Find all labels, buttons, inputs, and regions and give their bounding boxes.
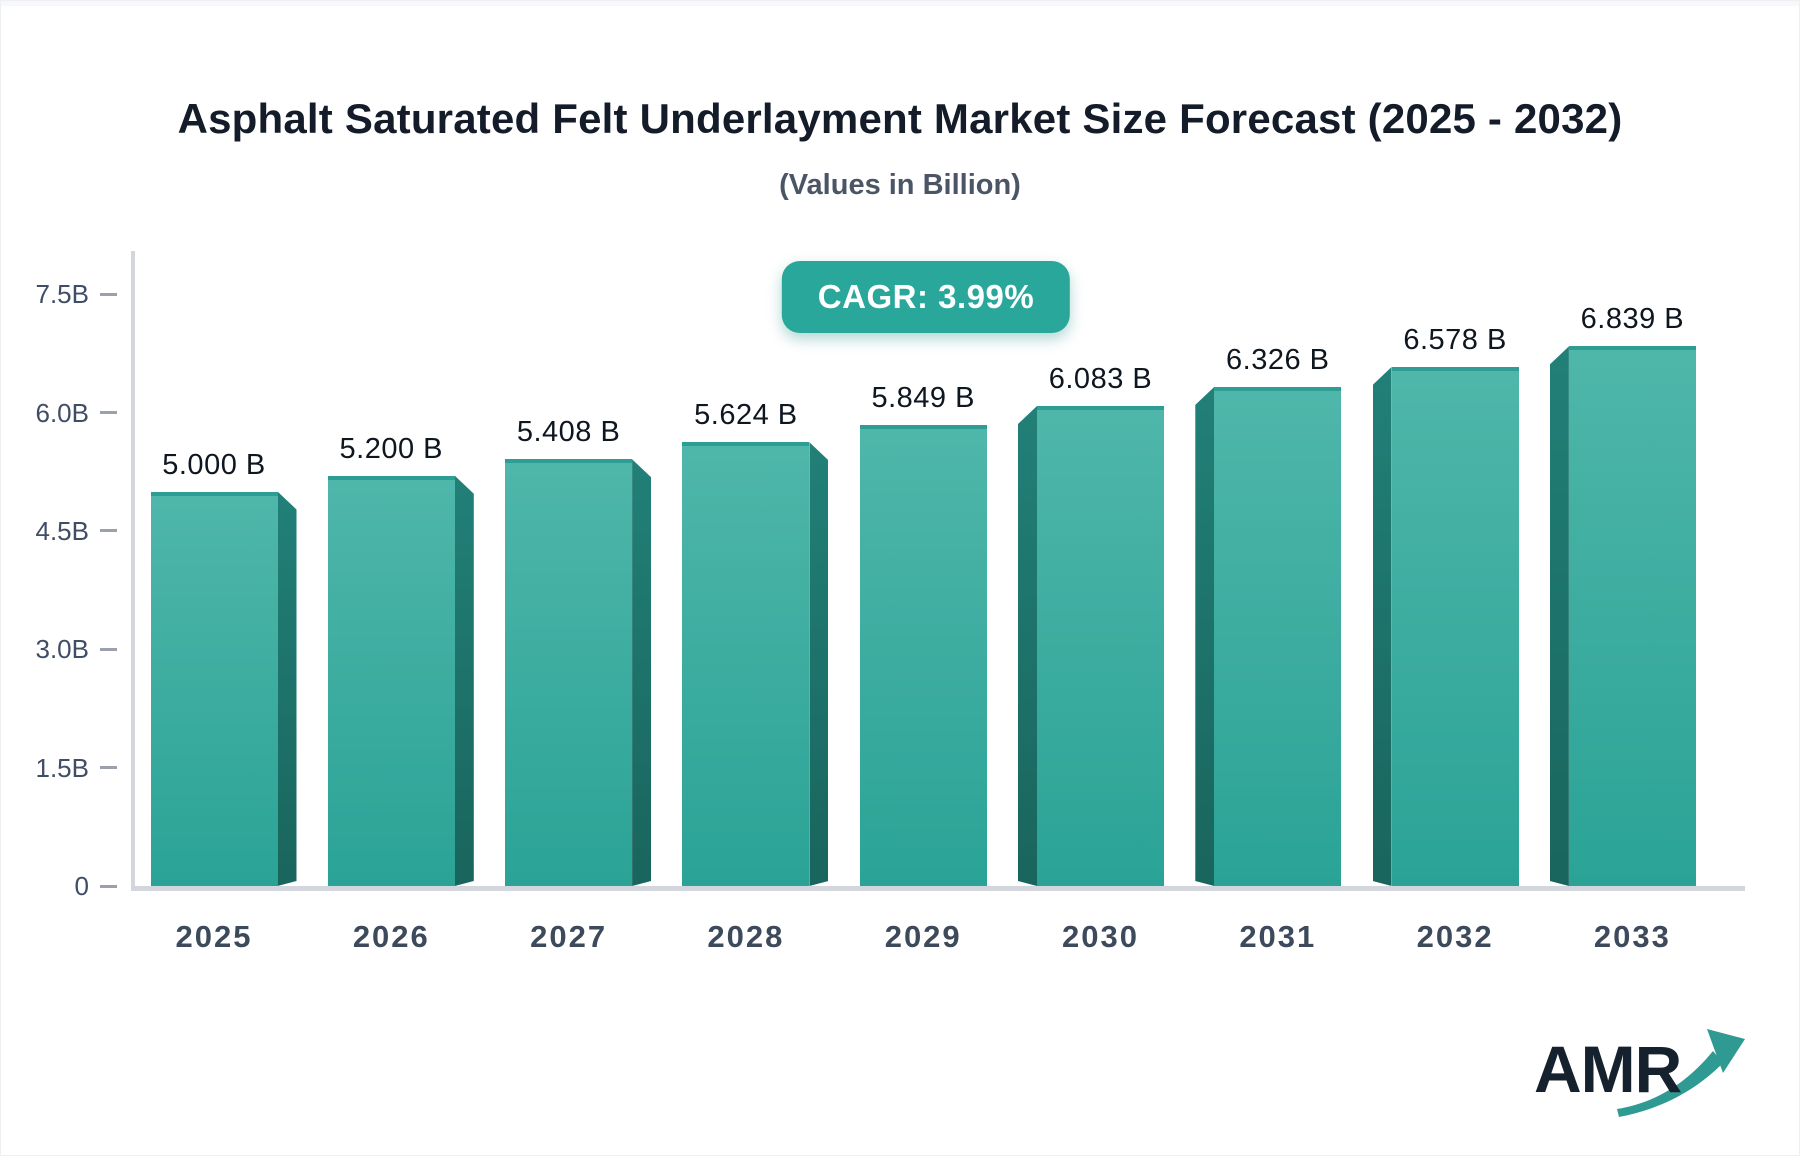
bar-side-2027	[632, 459, 651, 886]
x-label-2033: 2033	[1593, 919, 1671, 954]
value-label-2028: 5.624 B	[694, 399, 798, 432]
value-label-2031: 6.326 B	[1226, 343, 1330, 376]
value-label-2026: 5.200 B	[339, 432, 444, 465]
value-label-2029: 5.849 B	[871, 381, 975, 414]
y-tick-dash-1.5B	[100, 766, 117, 770]
y-tick-dash-0	[100, 884, 117, 888]
bar-2027[interactable]	[505, 459, 633, 886]
amr-logo: AMR	[1529, 1023, 1749, 1123]
y-tick-dash-6.0B	[100, 411, 117, 415]
bar-side-2028	[809, 442, 828, 886]
frame-top-strip	[1, 1, 1799, 6]
amr-logo-text: AMR	[1534, 1032, 1682, 1106]
x-label-2025: 2025	[175, 919, 253, 954]
y-axis-line	[131, 251, 135, 890]
bar-2033[interactable]	[1568, 346, 1696, 886]
bar-side-2030	[1018, 406, 1037, 886]
y-tick-dash-7.5B	[100, 292, 117, 296]
y-tick-label-4.5B: 4.5B	[35, 515, 90, 546]
bar-side-2031	[1195, 387, 1214, 886]
x-label-2026: 2026	[352, 919, 430, 954]
growth-arrow-icon	[1617, 1029, 1745, 1117]
x-label-2030: 2030	[1062, 919, 1139, 954]
chart-title: Asphalt Saturated Felt Underlayment Mark…	[177, 95, 1623, 142]
chart-subtitle: (Values in Billion)	[779, 169, 1021, 201]
y-tick-label-0: 0	[74, 871, 89, 901]
bar-side-2025	[278, 492, 297, 887]
bar-side-2033	[1550, 346, 1569, 886]
bar-2029[interactable]	[859, 424, 987, 886]
bar-side-2026	[455, 476, 474, 886]
x-label-2032: 2032	[1416, 919, 1494, 954]
bar-2025[interactable]	[150, 491, 278, 886]
bar-2032[interactable]	[1391, 366, 1519, 886]
y-tick-dash-4.5B	[100, 529, 117, 533]
value-label-2033: 6.839 B	[1580, 303, 1685, 336]
x-label-2027: 2027	[530, 919, 608, 954]
bar-2030[interactable]	[1037, 406, 1164, 886]
x-label-2029: 2029	[884, 919, 962, 954]
bar-side-2032	[1373, 367, 1392, 886]
y-tick-label-7.5B: 7.5B	[35, 279, 90, 310]
bar-2026[interactable]	[327, 475, 455, 886]
value-label-2030: 6.083 B	[1048, 363, 1153, 396]
y-tick-label-6.0B: 6.0B	[35, 397, 90, 428]
cagr-badge: CAGR: 3.99%	[781, 261, 1071, 333]
bar-2031[interactable]	[1214, 386, 1342, 886]
value-label-2032: 6.578 B	[1403, 323, 1507, 356]
value-label-2025: 5.000 B	[162, 448, 266, 481]
y-tick-dash-3.0B	[100, 647, 117, 651]
y-tick-label-3.0B: 3.0B	[35, 634, 90, 665]
x-label-2028: 2028	[707, 919, 785, 954]
x-axis-line	[131, 886, 1745, 891]
y-tick-label-1.5B: 1.5B	[35, 752, 90, 783]
value-label-2027: 5.408 B	[516, 416, 621, 449]
bar-2028[interactable]	[682, 442, 810, 886]
x-label-2031: 2031	[1239, 919, 1317, 954]
